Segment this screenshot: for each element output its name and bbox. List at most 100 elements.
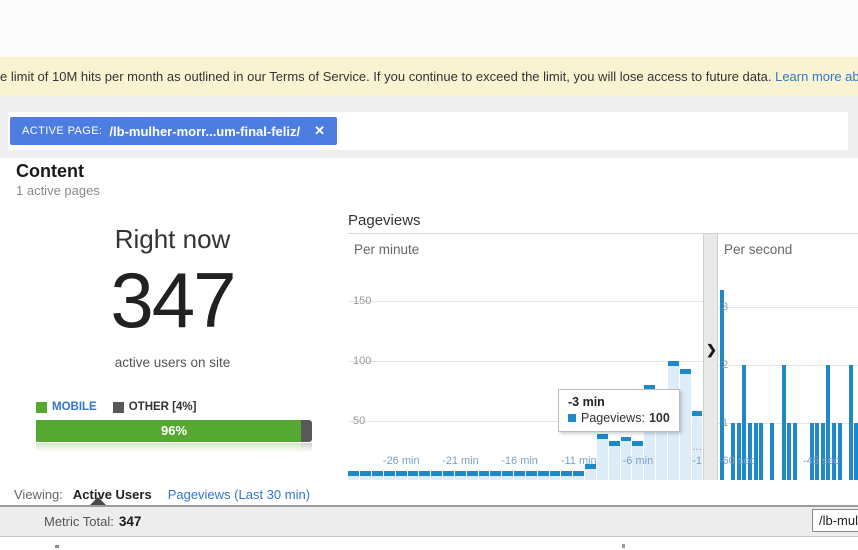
pageviews-bar-cap (585, 464, 596, 469)
chevron-right-icon[interactable]: ❯ (706, 342, 717, 357)
cutoff-table-mark (622, 544, 625, 548)
pageviews-bar (596, 438, 608, 480)
x-axis-tick-label: -6 min (622, 455, 654, 467)
pageviews-bar (525, 475, 537, 480)
pageviews-bar-cap (431, 471, 443, 476)
pageviews-bar (848, 365, 853, 480)
quota-warning-text: e limit of 10M hits per month as outline… (0, 69, 776, 84)
per-second-chart-title: Per second (724, 242, 793, 257)
top-whitespace (0, 0, 858, 57)
x-axis-tick-label: -45 sec (803, 455, 840, 467)
per-minute-plot: 50 100 150 -26 min -21 min -16 min -11 min -6 m… (348, 234, 703, 480)
x-axis-tick-label: -21 min (442, 455, 479, 467)
pageviews-bar-cap (632, 441, 644, 446)
pageviews-bar-cap (561, 471, 573, 476)
pageviews-bar (478, 475, 490, 480)
pageviews-bar (395, 475, 407, 480)
pageviews-bar (620, 441, 632, 480)
pageviews-bar (383, 475, 395, 480)
gridline (348, 301, 703, 303)
pageviews-bar (585, 468, 596, 480)
pageviews-bar (837, 423, 842, 480)
per-second-chart[interactable]: Per second 1 2 3 -60 sec -45 sec (718, 233, 858, 480)
device-split-bar[interactable]: 96% (36, 420, 312, 442)
x-axis-tick-label: -11 min (560, 455, 597, 467)
pageviews-bar-cap (443, 471, 454, 476)
pageviews-bar (549, 475, 561, 480)
gridline (718, 307, 858, 309)
pageviews-bar (466, 475, 478, 480)
legend-mobile-item[interactable]: MOBILE (36, 401, 97, 413)
pageviews-bar (815, 423, 820, 480)
pageviews-bar (407, 475, 419, 480)
quota-warning-banner: e limit of 10M hits per month as outline… (0, 57, 858, 96)
filter-chip-label: ACTIVE PAGE: (22, 125, 103, 137)
chart-tooltip: -3 min Pageviews: 100 (558, 389, 680, 432)
per-minute-chart[interactable]: Per minute 50 100 150 -26 min -21 min -16 min… (348, 233, 703, 480)
pageviews-bar-cap (514, 471, 525, 476)
filter-bar: ACTIVE PAGE: /lb-mulher-morr...um-final-… (8, 112, 848, 150)
tooltip-time-label: -3 min (568, 395, 605, 409)
y-axis-tick-label: 3 (722, 301, 729, 314)
pageviews-section-title: Pageviews (348, 212, 421, 229)
pageviews-bar (770, 423, 775, 480)
active-pages-count: 1 active pages (16, 183, 100, 198)
device-legend: MOBILE OTHER [4%] (36, 401, 196, 413)
y-axis-tick-label: 2 (722, 359, 729, 372)
tooltip-metric-row: Pageviews: 100 (568, 411, 670, 425)
mobile-legend-swatch-icon (36, 401, 47, 413)
pageviews-bar (720, 289, 724, 480)
pageviews-bar (691, 415, 703, 480)
per-minute-chart-title: Per minute (354, 242, 420, 257)
pageviews-bar-cap (360, 471, 372, 476)
active-page-filter-chip[interactable]: ACTIVE PAGE: /lb-mulher-morr...um-final-… (10, 117, 337, 145)
tooltip-series-swatch-icon (568, 414, 576, 422)
bottom-whitespace (0, 538, 858, 550)
gridline (348, 361, 703, 363)
pageviews-bar-cap (608, 441, 620, 446)
pageviews-bar-cap (466, 471, 478, 476)
page-title: Content (16, 161, 84, 181)
pageviews-bar-cap (525, 471, 537, 476)
tab-active-users[interactable]: Active Users (72, 486, 152, 502)
close-icon[interactable]: ✕ (314, 123, 325, 138)
pageviews-bar (753, 423, 758, 480)
pageviews-bar-cap (454, 471, 466, 476)
pageviews-bar (748, 423, 752, 480)
mobile-segment (36, 420, 301, 442)
y-axis-tick-label: 150 (353, 295, 372, 308)
metric-total-bar: Metric Total: 347 (0, 505, 858, 537)
filter-chip-value: /lb-mulher-morr...um-final-feliz/ (109, 123, 301, 139)
pageviews-bar (419, 475, 431, 480)
mobile-legend-label: MOBILE (52, 401, 97, 413)
per-second-plot: 1 2 3 -60 sec -45 sec (718, 234, 858, 480)
report-content: Content 1 active pages Right now 347 act… (0, 158, 858, 483)
pageviews-bar (854, 423, 858, 480)
learn-more-link[interactable]: Learn more ab (775, 69, 858, 84)
other-legend-label: OTHER [4%] (128, 401, 197, 413)
pageviews-bar (826, 365, 831, 480)
pageviews-bar (502, 475, 514, 480)
mobile-percentage-label: 96% (160, 423, 188, 438)
pageviews-bar (632, 445, 644, 480)
bar-reflection (36, 443, 312, 452)
legend-other-item[interactable]: OTHER [4%] (112, 401, 197, 413)
pageviews-bar (443, 475, 454, 480)
pageviews-bar (372, 475, 383, 480)
pageviews-bar (759, 423, 764, 480)
metric-total-label: Metric Total: (44, 514, 114, 529)
pageviews-bar (644, 389, 656, 480)
tooltip-series-label: Pageviews: (581, 411, 645, 425)
page-filter-input[interactable]: /lb-mul (812, 509, 858, 532)
tab-pageviews-last-30-min[interactable]: Pageviews (Last 30 min) (167, 486, 311, 502)
other-legend-swatch-icon (112, 401, 124, 413)
pageviews-bar-cap (419, 471, 431, 476)
pageviews-bar-cap (537, 471, 549, 476)
pageviews-bar-cap (502, 471, 514, 476)
pageviews-bar (573, 475, 585, 480)
chart-divider: ❯ (703, 233, 718, 480)
pageviews-bar-cap (407, 471, 419, 476)
tooltip-value: 100 (648, 411, 670, 425)
other-segment (301, 420, 312, 442)
